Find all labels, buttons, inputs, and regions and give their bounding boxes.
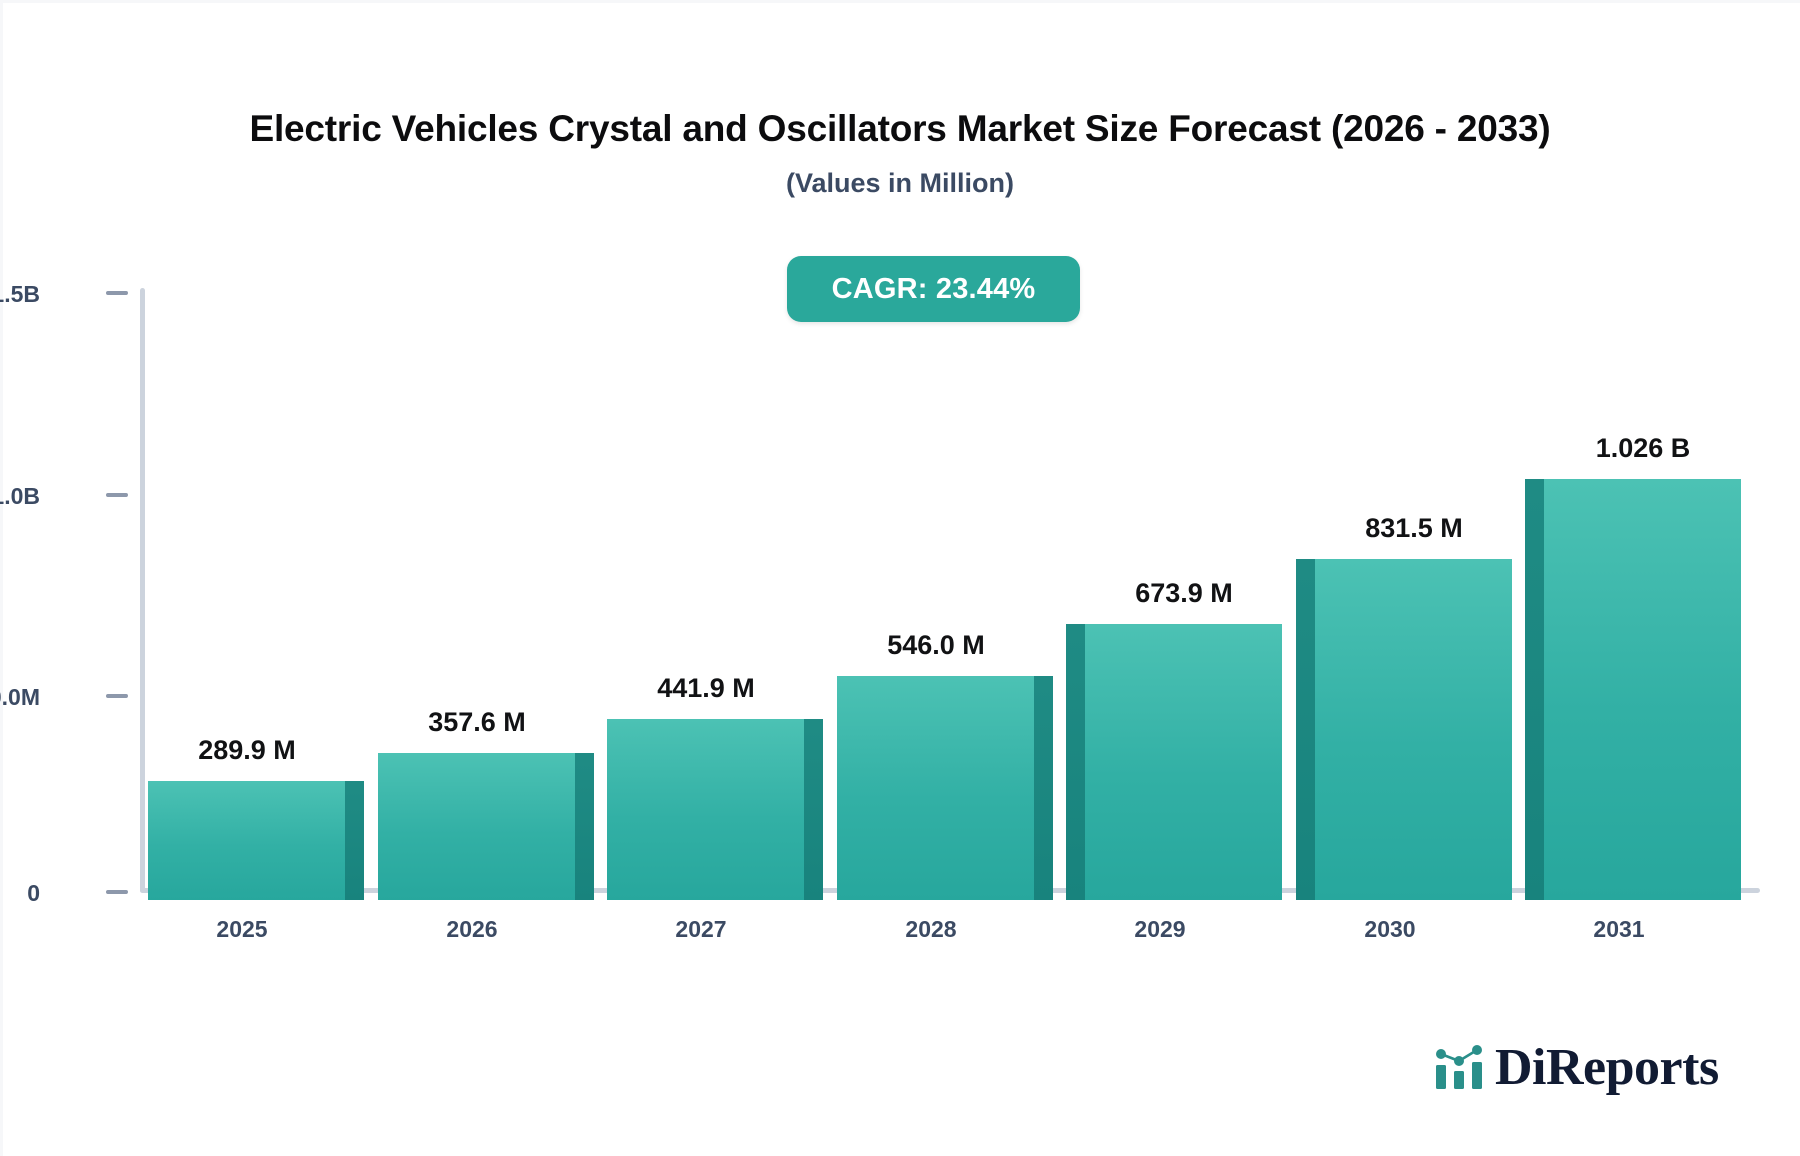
cagr-badge: CAGR: 23.44% (787, 256, 1080, 322)
canvas-top-edge (0, 0, 1800, 3)
y-axis-line (140, 288, 145, 893)
bar-2028-value-label: 546.0 M (887, 630, 985, 660)
bar-2027-side (804, 727, 823, 900)
bar-2025[interactable]: 289.9 M (148, 735, 364, 900)
bar-2026-face (378, 753, 575, 900)
y-axis-label-2: 1.0B (0, 483, 40, 509)
bar-2025-value-label: 289.9 M (198, 735, 296, 765)
bar-2025-side (345, 789, 364, 900)
bar-2027-value-label: 441.9 M (657, 673, 755, 703)
x-axis-label-2026: 2026 (446, 916, 498, 942)
bar-2030[interactable]: 831.5 M (1296, 513, 1512, 900)
bar-2030-face (1315, 559, 1512, 900)
y-axis-tick-3 (106, 694, 128, 698)
bar-2029-side (1066, 632, 1085, 900)
bar-2029-value-label: 673.9 M (1135, 578, 1233, 608)
x-axis-label-2030: 2030 (1364, 916, 1416, 942)
bar-2026-side (575, 761, 594, 900)
x-axis-label-2025: 2025 (216, 916, 268, 942)
x-axis-label-2028: 2028 (905, 916, 957, 942)
bar-2030-side (1296, 567, 1315, 900)
y-axis-tick-4 (106, 890, 128, 894)
bar-chart-dots-icon (1436, 1045, 1482, 1089)
bar-2031-value-label: 1.026 B (1595, 433, 1691, 463)
bar-2026[interactable]: 357.6 M (378, 707, 594, 900)
bar-2025-face (148, 781, 345, 900)
bar-2027-face (607, 719, 804, 900)
direports-logo-text: DiReports (1495, 1039, 1719, 1096)
bar-2029-face (1085, 624, 1282, 900)
bar-2031-side (1525, 487, 1544, 900)
canvas-left-edge (0, 0, 3, 1156)
y-axis-label-1: 1.5B (0, 281, 40, 307)
cagr-badge-label: CAGR: 23.44% (831, 272, 1036, 305)
bar-2028[interactable]: 546.0 M (837, 630, 1053, 900)
x-axis-label-2031: 2031 (1593, 916, 1645, 942)
y-axis-tick-2 (106, 493, 128, 497)
bar-2027[interactable]: 441.9 M (607, 673, 823, 900)
bar-2028-face (837, 676, 1034, 900)
x-axis-label-2027: 2027 (675, 916, 727, 942)
y-axis-tick-1 (106, 291, 128, 295)
bar-2026-value-label: 357.6 M (428, 707, 526, 737)
direports-logo: DiReports (1434, 1042, 1719, 1094)
plot-area: 289.9 M 357.6 M 441.9 M 546.0 M (140, 285, 1760, 900)
x-axis-label-2029: 2029 (1134, 916, 1186, 942)
chart-subtitle: (Values in Million) (785, 168, 1015, 198)
bar-2031-face (1544, 479, 1741, 900)
bar-2029[interactable]: 673.9 M (1066, 578, 1282, 900)
bar-2028-side (1034, 684, 1053, 900)
y-axis-label-4: 0 (27, 880, 40, 906)
bar-2030-value-label: 831.5 M (1365, 513, 1463, 543)
y-axis-label-3: 500.0M (0, 684, 40, 710)
chart-title: Electric Vehicles Crystal and Oscillator… (249, 108, 1551, 149)
bar-2031[interactable]: 1.026 B (1525, 433, 1741, 900)
